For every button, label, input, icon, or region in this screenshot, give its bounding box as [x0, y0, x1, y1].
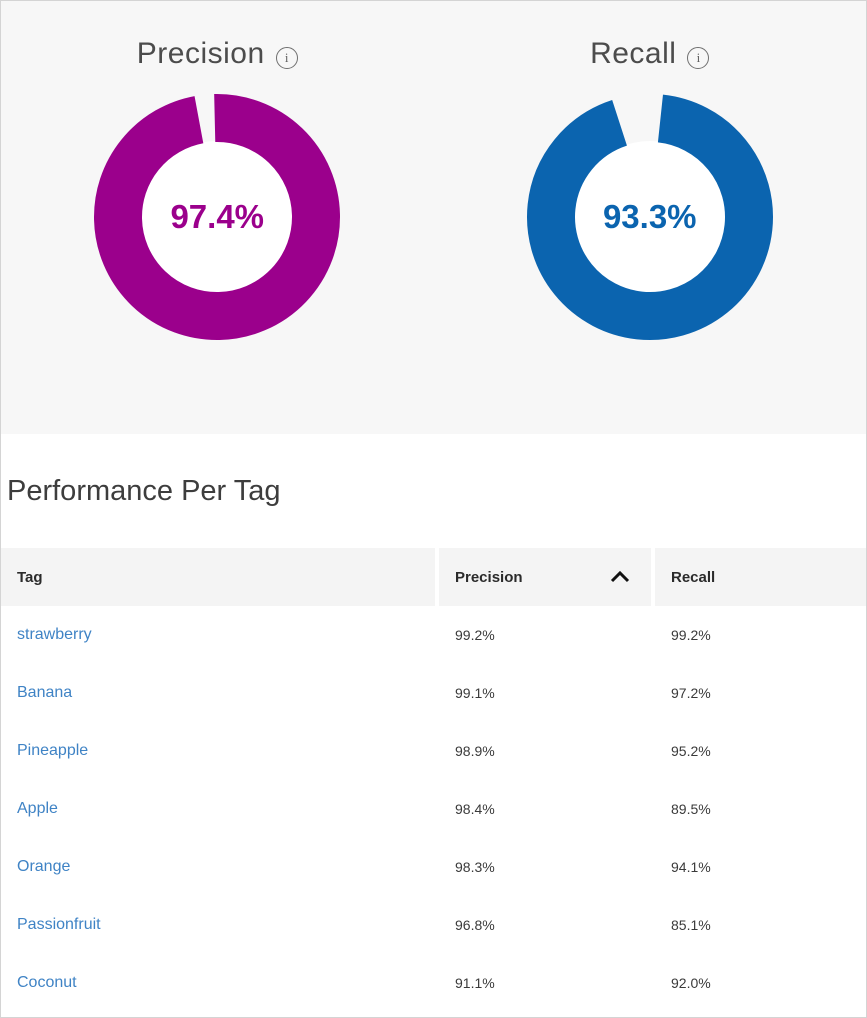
- recall-chart-title: Recall: [590, 37, 677, 70]
- recall-value: 97.2%: [671, 685, 711, 701]
- recall-chart: Recall i 93.3%: [434, 31, 867, 434]
- sort-ascending-icon: [609, 570, 631, 584]
- charts-section: Precision i 97.4% Recall i 93.3%: [1, 1, 866, 434]
- recall-donut-ring: [526, 94, 773, 340]
- table-row: Apple 98.4% 89.5%: [1, 780, 866, 838]
- tag-link[interactable]: Apple: [17, 800, 58, 817]
- precision-value: 99.2%: [455, 627, 495, 643]
- precision-value: 99.1%: [455, 685, 495, 701]
- precision-donut-ring: [94, 94, 341, 340]
- precision-value: 98.4%: [455, 801, 495, 817]
- recall-value: 99.2%: [671, 627, 711, 643]
- precision-donut: 97.4%: [92, 92, 342, 342]
- recall-value: 85.1%: [671, 917, 711, 933]
- precision-title-row: Precision i: [137, 31, 298, 77]
- tag-cell: Banana: [1, 684, 435, 702]
- info-icon[interactable]: i: [687, 46, 710, 69]
- table-header-row: Tag Precision Recall: [1, 548, 866, 606]
- precision-value: 98.3%: [455, 859, 495, 875]
- tag-cell: Coconut: [1, 974, 435, 992]
- section-header: Performance Per Tag: [1, 434, 866, 548]
- performance-table: Tag Precision Recall strawberry 99.2% 99…: [1, 548, 866, 1012]
- table-row: Passionfruit 96.8% 85.1%: [1, 896, 866, 954]
- tag-link[interactable]: Orange: [17, 858, 71, 875]
- recall-column-header[interactable]: Recall: [655, 548, 866, 606]
- table-row: strawberry 99.2% 99.2%: [1, 606, 866, 664]
- table-row: Pineapple 98.9% 95.2%: [1, 722, 866, 780]
- tag-link[interactable]: strawberry: [17, 626, 92, 643]
- tag-link[interactable]: Pineapple: [17, 742, 89, 759]
- precision-column-header-label: Precision: [455, 568, 523, 586]
- tag-cell: Apple: [1, 800, 435, 818]
- table-row: Coconut 91.1% 92.0%: [1, 954, 866, 1012]
- tag-cell: Pineapple: [1, 742, 435, 760]
- recall-donut: 93.3%: [525, 92, 775, 342]
- info-icon[interactable]: i: [275, 46, 298, 69]
- precision-value: 98.9%: [455, 743, 495, 759]
- recall-title-row: Recall i: [590, 31, 710, 77]
- section-title: Performance Per Tag: [7, 474, 281, 507]
- precision-value: 96.8%: [455, 917, 495, 933]
- table-row: Orange 98.3% 94.1%: [1, 838, 866, 896]
- tag-link[interactable]: Passionfruit: [17, 916, 101, 933]
- tag-link[interactable]: Banana: [17, 684, 73, 701]
- precision-chart-title: Precision: [136, 37, 265, 70]
- table-body: strawberry 99.2% 99.2% Banana 99.1% 97.2…: [1, 606, 866, 1012]
- precision-chart: Precision i 97.4%: [1, 31, 434, 434]
- precision-value: 91.1%: [455, 975, 495, 991]
- recall-value: 94.1%: [671, 859, 711, 875]
- precision-column-header[interactable]: Precision: [439, 548, 651, 606]
- tag-cell: Passionfruit: [1, 916, 435, 934]
- tag-column-header[interactable]: Tag: [1, 548, 435, 606]
- recall-value: 92.0%: [671, 975, 711, 991]
- table-row: Banana 99.1% 97.2%: [1, 664, 866, 722]
- recall-value: 89.5%: [671, 801, 711, 817]
- recall-value: 95.2%: [671, 743, 711, 759]
- tag-cell: strawberry: [1, 626, 435, 644]
- tag-link[interactable]: Coconut: [17, 974, 77, 991]
- tag-cell: Orange: [1, 858, 435, 876]
